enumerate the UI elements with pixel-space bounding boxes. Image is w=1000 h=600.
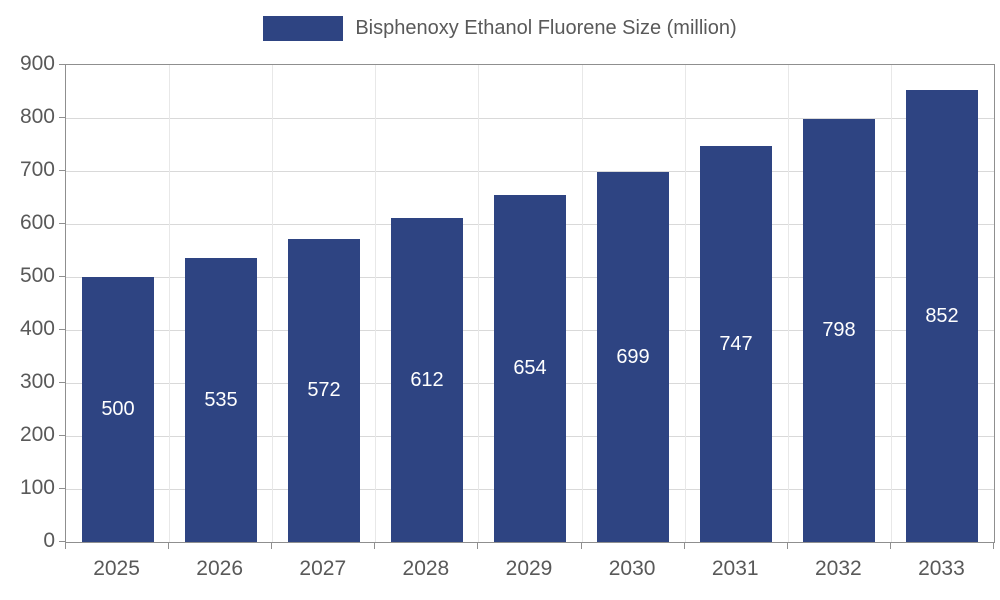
vertical-gridline xyxy=(890,65,892,542)
x-tick-mark xyxy=(374,543,376,549)
x-tick-mark xyxy=(683,543,685,549)
bar-value-label: 535 xyxy=(204,388,238,411)
y-tick-label: 300 xyxy=(19,370,55,393)
y-tick-label: 400 xyxy=(19,317,55,340)
bar-value-label: 654 xyxy=(513,357,547,379)
y-tick-label: 200 xyxy=(19,423,55,446)
vertical-gridline xyxy=(169,65,171,542)
bar-value-label: 500 xyxy=(101,398,135,420)
bar-value-label: 747 xyxy=(719,332,753,355)
y-tick-mark xyxy=(59,117,65,118)
y-tick-label: 600 xyxy=(19,211,55,234)
x-tick-label: 2026 xyxy=(196,557,244,580)
plot-area: 500 535 572 612 654 699 747 798 852 xyxy=(65,64,995,543)
vertical-gridline xyxy=(581,65,583,542)
x-tick-label: 2028 xyxy=(402,557,450,580)
y-tick-mark xyxy=(59,223,65,224)
vertical-gridline xyxy=(478,65,480,542)
bar-value-label: 798 xyxy=(822,319,856,341)
bar: 500 xyxy=(82,277,154,542)
bar: 654 xyxy=(494,195,566,542)
y-tick-label: 0 xyxy=(43,529,55,552)
x-tick-mark xyxy=(168,543,170,549)
bar-value-label: 572 xyxy=(307,379,341,401)
x-tick-label: 2033 xyxy=(918,557,965,580)
y-tick-mark xyxy=(59,170,65,171)
y-tick-label: 900 xyxy=(19,52,55,75)
x-tick-mark xyxy=(889,543,891,549)
vertical-gridline xyxy=(787,65,789,542)
x-tick-label: 2031 xyxy=(711,557,759,580)
legend-swatch-icon xyxy=(263,15,344,41)
bar: 572 xyxy=(288,239,360,542)
bar-value-label: 699 xyxy=(616,345,650,368)
y-tick-label: 500 xyxy=(19,264,55,287)
y-tick-mark xyxy=(59,435,65,436)
x-tick-mark xyxy=(271,543,273,549)
bar: 612 xyxy=(391,218,463,542)
x-tick-mark xyxy=(993,543,994,549)
x-tick-mark xyxy=(65,543,66,549)
x-tick-label: 2029 xyxy=(505,557,553,580)
y-tick-label: 100 xyxy=(19,476,55,499)
legend-label: Bisphenoxy Ethanol Fluorene Size (millio… xyxy=(355,16,737,39)
x-tick-label: 2032 xyxy=(814,557,862,580)
y-tick-mark xyxy=(59,329,65,330)
x-tick-mark xyxy=(786,543,788,549)
y-tick-label: 700 xyxy=(19,158,55,181)
bar-value-label: 852 xyxy=(925,304,959,327)
bar: 699 xyxy=(597,172,669,542)
bar: 747 xyxy=(700,146,772,542)
vertical-gridline xyxy=(272,65,274,542)
x-tick-label: 2030 xyxy=(608,557,656,580)
x-tick-label: 2027 xyxy=(299,557,347,580)
bar: 852 xyxy=(906,90,978,542)
y-tick-mark xyxy=(59,276,65,277)
bar: 798 xyxy=(803,119,875,542)
vertical-gridline xyxy=(375,65,377,542)
horizontal-gridline xyxy=(66,171,994,172)
vertical-gridline xyxy=(684,65,686,542)
bar: 535 xyxy=(185,258,257,542)
y-tick-mark xyxy=(59,541,65,542)
bar-value-label: 612 xyxy=(410,368,444,391)
legend[interactable]: Bisphenoxy Ethanol Fluorene Size (millio… xyxy=(0,14,1000,42)
y-tick-mark xyxy=(59,488,65,489)
x-tick-label: 2025 xyxy=(93,557,140,580)
y-tick-mark xyxy=(59,382,65,383)
x-tick-mark xyxy=(477,543,479,549)
horizontal-gridline xyxy=(66,118,994,119)
y-tick-mark xyxy=(59,64,65,65)
y-tick-label: 800 xyxy=(19,105,55,128)
x-tick-mark xyxy=(580,543,582,549)
